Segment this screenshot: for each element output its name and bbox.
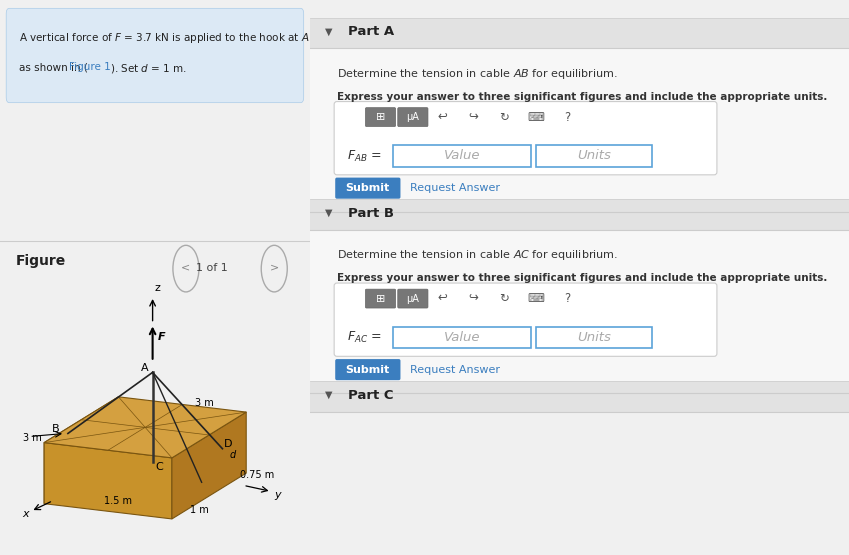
- Text: Request Answer: Request Answer: [409, 183, 499, 193]
- Text: as shown in (: as shown in (: [19, 62, 87, 72]
- Text: y: y: [274, 490, 281, 500]
- Text: F: F: [158, 332, 166, 342]
- Text: Submit: Submit: [346, 183, 390, 193]
- Text: ⌨: ⌨: [527, 292, 544, 305]
- Polygon shape: [44, 397, 246, 458]
- Text: Units: Units: [577, 331, 611, 344]
- Text: 3 m: 3 m: [195, 398, 214, 408]
- FancyBboxPatch shape: [310, 230, 849, 393]
- Text: 0.75 m: 0.75 m: [240, 470, 274, 480]
- Text: z: z: [155, 283, 160, 293]
- Text: Figure 1: Figure 1: [69, 62, 110, 72]
- Polygon shape: [44, 397, 118, 504]
- Text: ⊞: ⊞: [376, 112, 385, 122]
- FancyBboxPatch shape: [393, 145, 531, 166]
- Text: Express your answer to three significant figures and include the appropriate uni: Express your answer to three significant…: [337, 92, 827, 102]
- Text: x: x: [22, 509, 29, 519]
- Text: 3 m: 3 m: [23, 433, 42, 443]
- Text: 1 m: 1 m: [189, 505, 209, 515]
- Text: >: >: [270, 263, 278, 273]
- FancyBboxPatch shape: [365, 108, 396, 127]
- Text: ?: ?: [564, 110, 571, 124]
- FancyBboxPatch shape: [537, 327, 652, 348]
- Text: ↻: ↻: [499, 292, 509, 305]
- FancyBboxPatch shape: [537, 145, 652, 166]
- Text: ). Set $d$ = 1 m.: ). Set $d$ = 1 m.: [110, 62, 187, 75]
- Text: d: d: [230, 450, 236, 460]
- FancyBboxPatch shape: [6, 8, 304, 103]
- Text: Part A: Part A: [347, 25, 394, 38]
- Text: Part B: Part B: [347, 206, 394, 220]
- Text: A vertical force of $F$ = 3.7 kN is applied to the hook at $A$: A vertical force of $F$ = 3.7 kN is appl…: [19, 31, 309, 44]
- Text: ▼: ▼: [325, 27, 333, 37]
- Text: 1 of 1: 1 of 1: [196, 263, 228, 273]
- Text: Determine the tension in cable $AC$ for equilibrium.: Determine the tension in cable $AC$ for …: [337, 248, 618, 262]
- FancyBboxPatch shape: [398, 289, 428, 308]
- Text: ↩: ↩: [437, 110, 447, 124]
- Text: Request Answer: Request Answer: [409, 365, 499, 375]
- Text: $F_{AB}$ =: $F_{AB}$ =: [346, 148, 381, 164]
- Text: $F_{AC}$ =: $F_{AC}$ =: [346, 330, 381, 345]
- FancyBboxPatch shape: [393, 327, 531, 348]
- Text: Express your answer to three significant figures and include the appropriate uni: Express your answer to three significant…: [337, 273, 827, 283]
- FancyBboxPatch shape: [310, 18, 849, 48]
- Text: μA: μA: [407, 112, 419, 122]
- Polygon shape: [171, 412, 246, 519]
- Text: ▼: ▼: [325, 390, 333, 400]
- FancyBboxPatch shape: [398, 108, 428, 127]
- FancyBboxPatch shape: [310, 199, 849, 230]
- Text: B: B: [52, 424, 59, 434]
- Text: Submit: Submit: [346, 365, 390, 375]
- FancyBboxPatch shape: [365, 289, 396, 308]
- Text: ⌨: ⌨: [527, 110, 544, 124]
- Text: ?: ?: [564, 292, 571, 305]
- Text: ⊞: ⊞: [376, 294, 385, 304]
- FancyBboxPatch shape: [310, 48, 849, 212]
- FancyBboxPatch shape: [310, 381, 849, 412]
- FancyBboxPatch shape: [335, 102, 717, 175]
- Text: ↪: ↪: [469, 110, 478, 124]
- Text: C: C: [155, 462, 163, 472]
- Text: ↻: ↻: [499, 110, 509, 124]
- Text: D: D: [224, 439, 233, 449]
- Text: ▼: ▼: [325, 208, 333, 218]
- Text: Determine the tension in cable $AB$ for equilibrium.: Determine the tension in cable $AB$ for …: [337, 67, 618, 80]
- Text: Part C: Part C: [347, 388, 393, 402]
- Text: μA: μA: [407, 294, 419, 304]
- Polygon shape: [44, 443, 171, 519]
- FancyBboxPatch shape: [335, 283, 717, 356]
- Text: Figure: Figure: [15, 254, 65, 268]
- Text: 1.5 m: 1.5 m: [104, 496, 132, 506]
- Text: Value: Value: [444, 149, 481, 163]
- Text: <: <: [182, 263, 190, 273]
- FancyBboxPatch shape: [335, 178, 401, 199]
- Text: ↪: ↪: [469, 292, 478, 305]
- Text: Units: Units: [577, 149, 611, 163]
- Text: ↩: ↩: [437, 292, 447, 305]
- Text: A: A: [141, 363, 149, 373]
- FancyBboxPatch shape: [335, 359, 401, 380]
- Text: Value: Value: [444, 331, 481, 344]
